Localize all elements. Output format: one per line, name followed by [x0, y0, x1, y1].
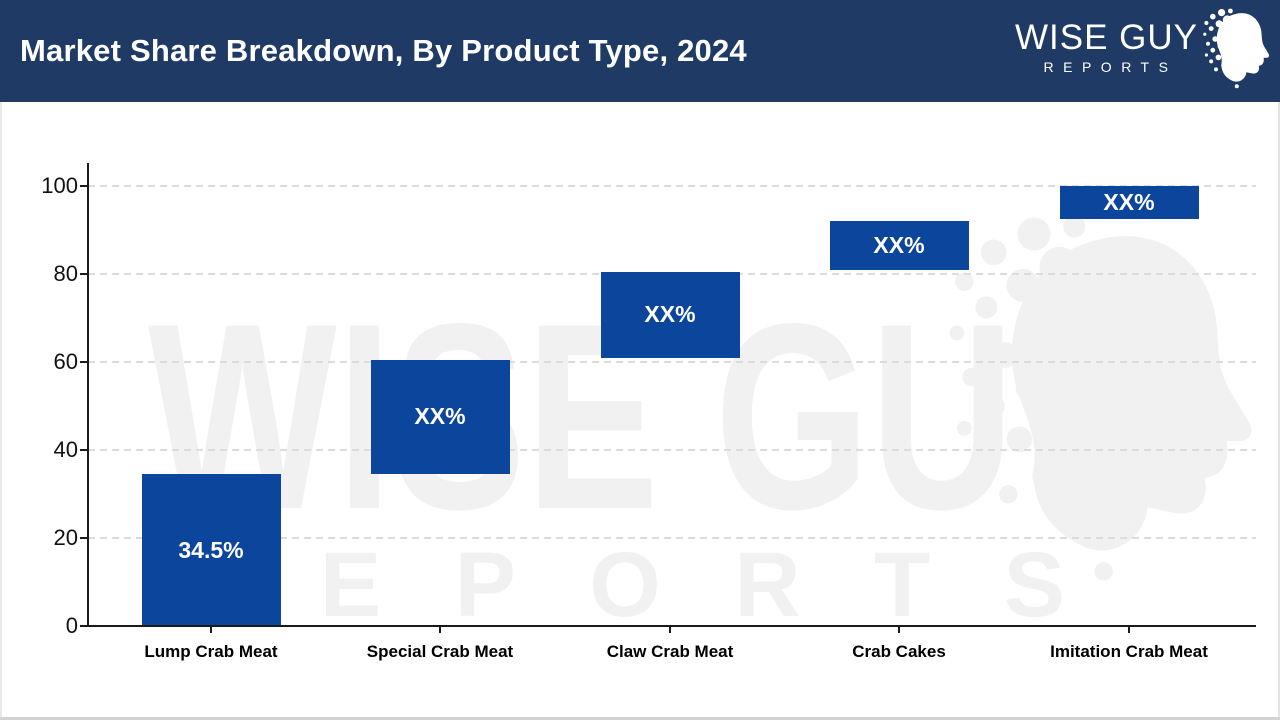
bar-value-label: 34.5% [178, 536, 244, 563]
wise-guy-logo: WISE GUY REPORTS [1014, 4, 1270, 98]
x-axis-line [87, 625, 1256, 627]
logo-text: WISE GUY REPORTS [1015, 20, 1198, 75]
y-tick-label: 40 [53, 437, 78, 462]
y-tick-mark [80, 449, 88, 451]
x-tick-mark [669, 627, 671, 633]
y-gridline [88, 449, 1256, 451]
y-gridline [88, 361, 1256, 363]
waterfall-bar: XX% [1059, 186, 1199, 219]
x-tick-mark [439, 627, 441, 633]
y-tick-mark [80, 185, 88, 187]
logo-wordmark: WISE GUY [1014, 18, 1198, 57]
y-gridline [88, 185, 1256, 187]
waterfall-bar: XX% [600, 271, 740, 358]
y-tick-mark [80, 273, 88, 275]
watermark-line2: REPORTS [180, 534, 1065, 636]
waterfall-bar: XX% [370, 359, 510, 475]
x-category-label: Imitation Crab Meat [1050, 642, 1208, 661]
bar-value-label: XX% [644, 301, 696, 328]
waterfall-bar: XX% [829, 221, 969, 270]
page-title: Market Share Breakdown, By Product Type,… [20, 33, 747, 68]
bar-value-label: XX% [1103, 189, 1155, 215]
logo-subtitle: REPORTS [1043, 59, 1178, 75]
x-category-label: Special Crab Meat [366, 642, 514, 661]
watermark-head-icon [949, 215, 1252, 581]
y-tick-label: 100 [41, 173, 78, 198]
y-tick-label: 0 [65, 613, 78, 638]
y-tick-label: 60 [53, 349, 78, 374]
y-axis-line [87, 163, 89, 627]
x-category-label: Claw Crab Meat [606, 642, 734, 661]
x-tick-mark [898, 627, 900, 633]
header-band: Market Share Breakdown, By Product Type,… [0, 0, 1280, 102]
x-category-label: Lump Crab Meat [144, 642, 278, 661]
y-gridline [88, 537, 1256, 539]
y-tick-mark [80, 625, 88, 627]
bar-value-label: XX% [414, 403, 466, 430]
x-category-label: Crab Cakes [852, 642, 946, 661]
y-tick-mark [80, 361, 88, 363]
bar-value-label: XX% [873, 231, 925, 258]
y-tick-mark [80, 537, 88, 539]
y-tick-label: 80 [53, 261, 78, 286]
x-tick-mark [210, 627, 212, 633]
x-tick-mark [1128, 627, 1130, 633]
dotted-head-icon [1203, 8, 1270, 89]
y-tick-label: 20 [53, 525, 78, 550]
waterfall-bar: 34.5% [141, 474, 281, 626]
